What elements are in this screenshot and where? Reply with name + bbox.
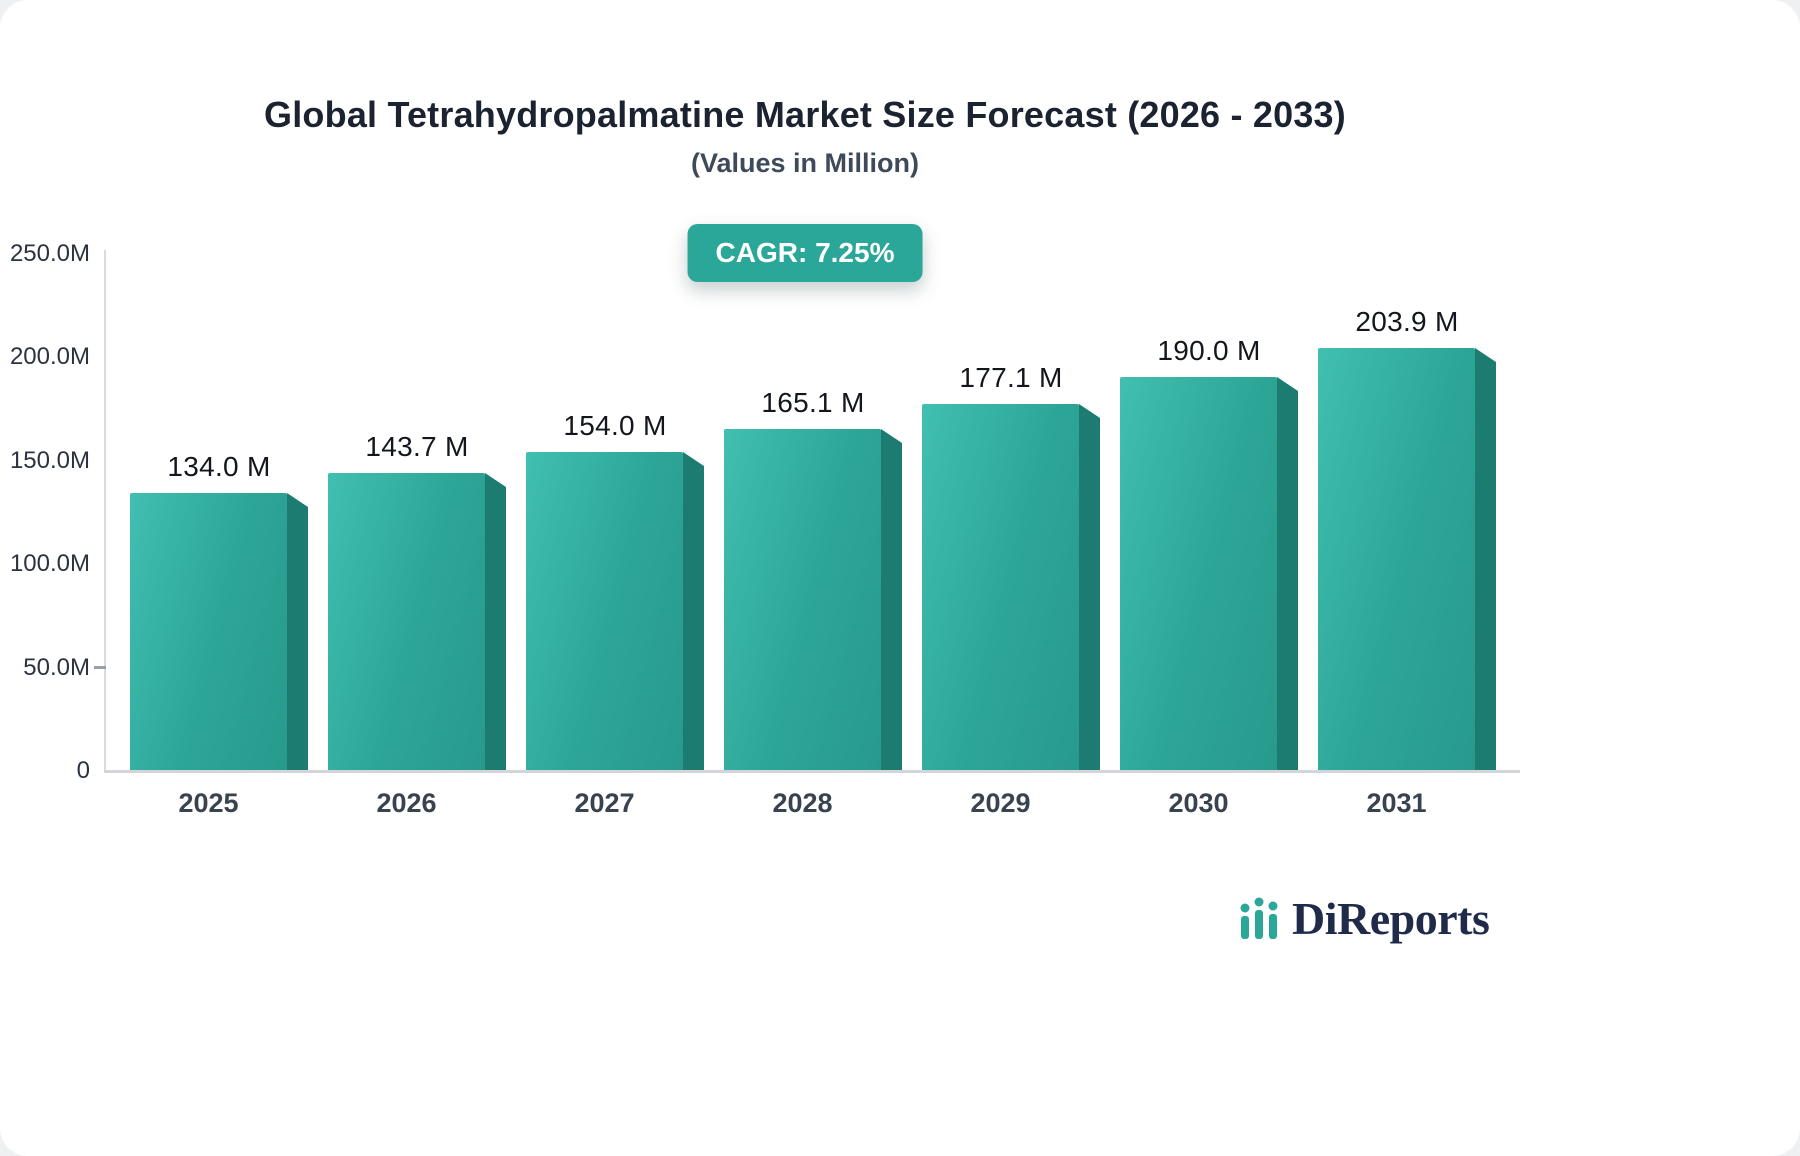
bar bbox=[328, 473, 485, 770]
chart-subtitle: (Values in Million) bbox=[690, 148, 920, 178]
bar-value-label: 165.1 M bbox=[761, 387, 865, 418]
y-axis-tick bbox=[94, 665, 106, 669]
cagr-badge-label: CAGR: 7.25% bbox=[715, 237, 895, 268]
bar bbox=[724, 429, 881, 770]
cagr-badge: CAGR: 7.25% bbox=[687, 224, 923, 282]
direports-logo-text: DiReports bbox=[1292, 893, 1490, 944]
y-axis-label: 50.0M bbox=[23, 653, 90, 681]
x-axis-label: 2028 bbox=[772, 788, 833, 818]
bar-3d-side bbox=[881, 429, 902, 770]
bar-value-label: 154.0 M bbox=[563, 410, 667, 441]
bar-3d-side bbox=[1277, 377, 1298, 770]
x-axis-label: 2027 bbox=[574, 788, 635, 818]
y-axis-label: 150.0M bbox=[9, 446, 90, 474]
direports-logo-icon bbox=[1240, 897, 1278, 939]
bar bbox=[130, 493, 287, 770]
bar bbox=[526, 452, 683, 770]
bar-3d-side bbox=[1475, 348, 1496, 770]
y-axis-label: 200.0M bbox=[9, 343, 90, 371]
y-axis-label: 100.0M bbox=[9, 550, 90, 578]
chart-title: Global Tetrahydropalmatine Market Size F… bbox=[264, 94, 1346, 135]
direports-logo: DiReports bbox=[1236, 892, 1490, 945]
bar-value-label: 203.9 M bbox=[1355, 306, 1459, 337]
x-axis-label: 2026 bbox=[376, 788, 437, 818]
bar bbox=[922, 404, 1079, 770]
bar bbox=[1120, 377, 1277, 770]
bar-3d-side bbox=[683, 452, 704, 770]
y-axis-label: 0 bbox=[76, 757, 90, 784]
x-axis-line bbox=[104, 770, 1520, 773]
bar-value-label: 134.0 M bbox=[167, 451, 271, 482]
x-axis-label: 2030 bbox=[1168, 788, 1229, 818]
bar-3d-side bbox=[1079, 404, 1100, 770]
bar-value-label: 143.7 M bbox=[365, 431, 469, 462]
y-axis-label: 250.0M bbox=[9, 240, 90, 267]
bar-3d-side bbox=[287, 493, 308, 770]
bar-value-label: 190.0 M bbox=[1157, 335, 1261, 366]
y-axis-line bbox=[104, 250, 106, 772]
bar bbox=[1318, 348, 1475, 770]
bar-value-label: 177.1 M bbox=[959, 362, 1063, 393]
x-axis-label: 2025 bbox=[178, 788, 239, 818]
x-axis-label: 2031 bbox=[1366, 788, 1427, 818]
bar-3d-side bbox=[485, 473, 506, 770]
x-axis-label: 2029 bbox=[970, 788, 1031, 818]
